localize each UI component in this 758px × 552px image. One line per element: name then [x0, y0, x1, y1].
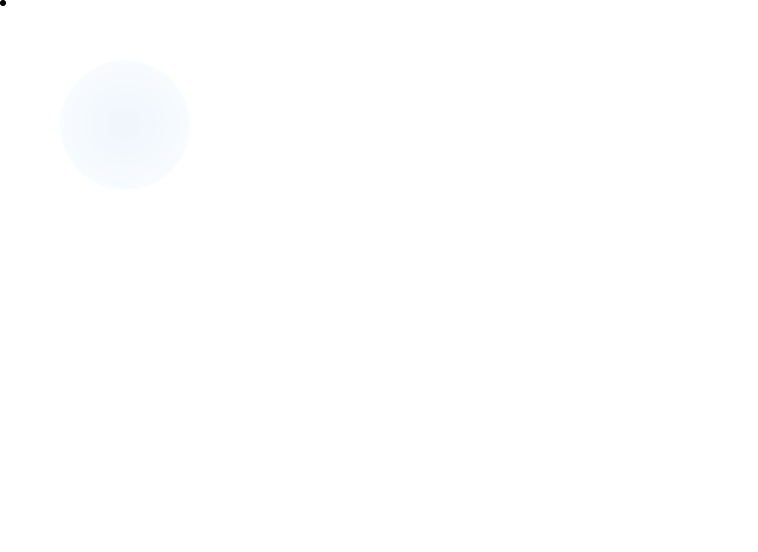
- line-chart: [0, 0, 300, 150]
- legend-avg-swatch: [301, 37, 341, 39]
- legend-avg: [301, 32, 349, 44]
- annotation-circle-2013: [0, 0, 6, 6]
- legend-precip: [409, 32, 457, 44]
- legend-precip-swatch: [409, 32, 449, 44]
